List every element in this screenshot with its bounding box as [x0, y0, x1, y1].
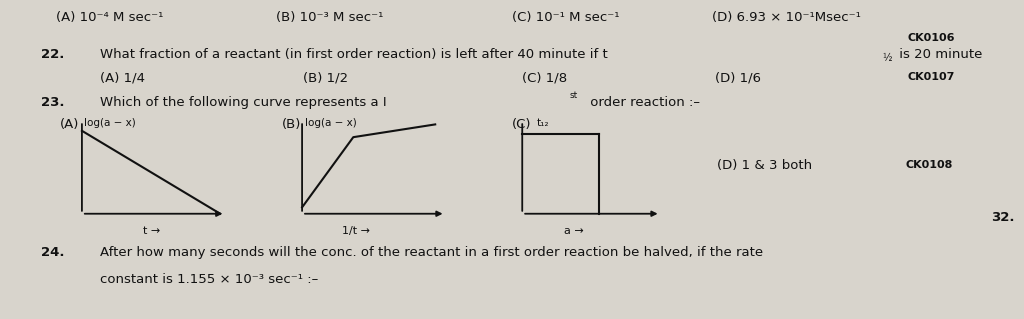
- Text: (D) 6.93 × 10⁻¹Msec⁻¹: (D) 6.93 × 10⁻¹Msec⁻¹: [712, 11, 860, 24]
- Text: st: st: [569, 91, 578, 100]
- Text: (C): (C): [512, 118, 531, 131]
- Text: log(a − x): log(a − x): [84, 118, 136, 128]
- Text: constant is 1.155 × 10⁻³ sec⁻¹ :–: constant is 1.155 × 10⁻³ sec⁻¹ :–: [100, 273, 318, 286]
- Text: (B) 1/2: (B) 1/2: [303, 72, 348, 85]
- Text: log(a − x): log(a − x): [305, 118, 357, 128]
- Text: 32.: 32.: [991, 211, 1015, 224]
- Text: CK0108: CK0108: [905, 160, 952, 169]
- Text: (A) 1/4: (A) 1/4: [100, 72, 145, 85]
- Text: After how many seconds will the conc. of the reactant in a first order reaction : After how many seconds will the conc. of…: [100, 246, 764, 259]
- Text: a →: a →: [563, 226, 584, 236]
- Text: ½: ½: [883, 53, 892, 63]
- Text: (D) 1 & 3 both: (D) 1 & 3 both: [717, 160, 812, 173]
- Text: (B): (B): [282, 118, 301, 131]
- Text: (A) 10⁻⁴ M sec⁻¹: (A) 10⁻⁴ M sec⁻¹: [56, 11, 164, 24]
- Text: (D) 1/6: (D) 1/6: [715, 72, 761, 85]
- Text: What fraction of a reactant (in first order reaction) is left after 40 minute if: What fraction of a reactant (in first or…: [100, 48, 608, 61]
- Text: (A): (A): [59, 118, 79, 131]
- Text: t →: t →: [143, 226, 160, 236]
- Text: 24.: 24.: [41, 246, 65, 259]
- Text: is 20 minute: is 20 minute: [895, 48, 982, 61]
- Text: CK0107: CK0107: [907, 72, 954, 82]
- Text: 1/t →: 1/t →: [342, 226, 371, 236]
- Text: (C) 10⁻¹ M sec⁻¹: (C) 10⁻¹ M sec⁻¹: [512, 11, 620, 24]
- Text: (B) 10⁻³ M sec⁻¹: (B) 10⁻³ M sec⁻¹: [276, 11, 384, 24]
- Text: (C) 1/8: (C) 1/8: [522, 72, 567, 85]
- Text: 23.: 23.: [41, 96, 65, 109]
- Text: t₁₂: t₁₂: [537, 118, 549, 128]
- Text: Which of the following curve represents a I: Which of the following curve represents …: [100, 96, 387, 109]
- Text: order reaction :–: order reaction :–: [586, 96, 699, 109]
- Text: 22.: 22.: [41, 48, 65, 61]
- Text: CK0106: CK0106: [907, 33, 954, 43]
